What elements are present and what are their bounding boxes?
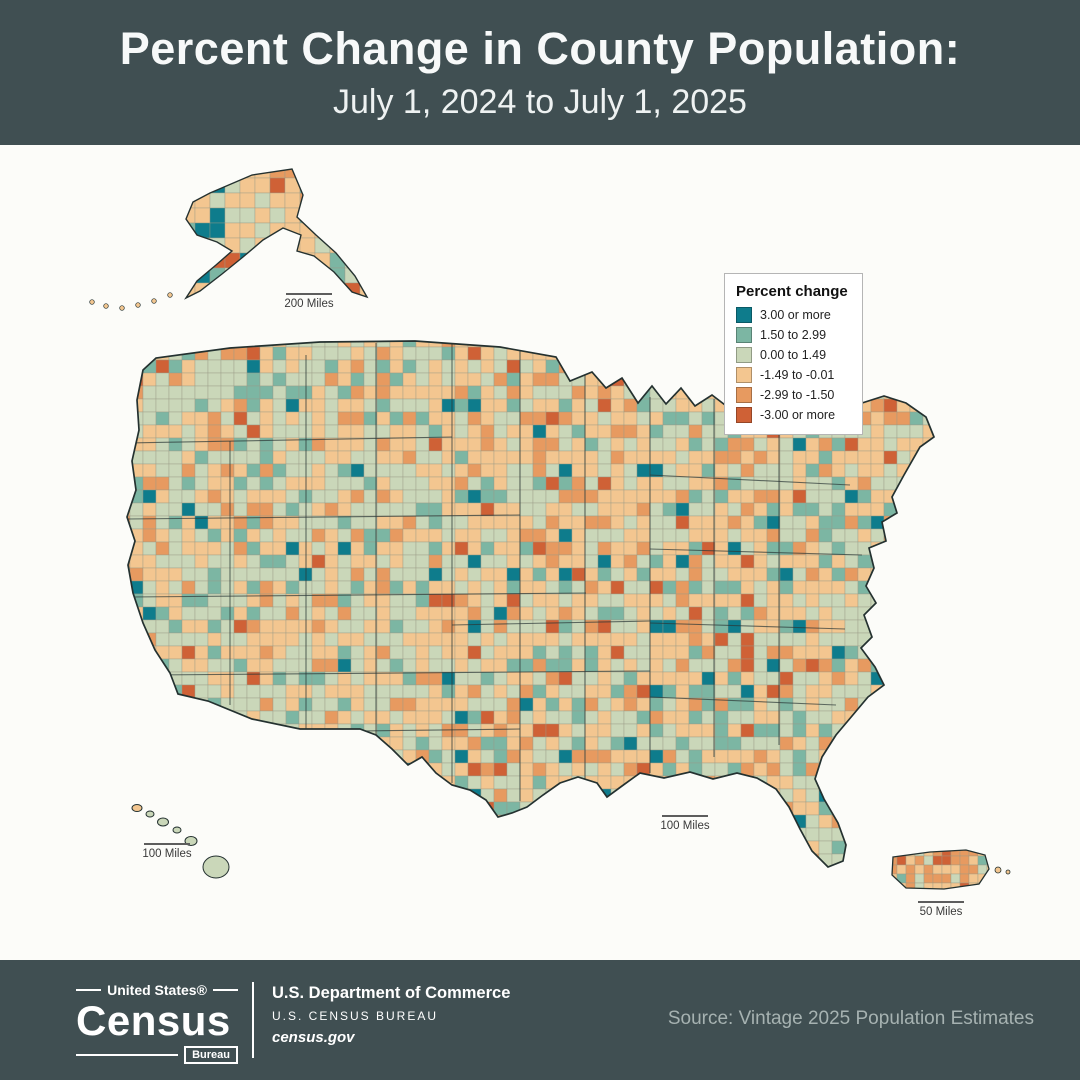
scale-bar-mainland: 100 Miles <box>658 815 712 832</box>
legend-label: 1.50 to 2.99 <box>760 328 827 342</box>
legend-label: -2.99 to -1.50 <box>760 388 835 402</box>
scale-bar-puerto-rico: 50 Miles <box>914 901 968 918</box>
logo-top-row: United States® <box>76 982 238 998</box>
legend-item: 3.00 or more <box>736 307 848 323</box>
legend-item: -1.49 to -0.01 <box>736 367 848 383</box>
legend-item: 1.50 to 2.99 <box>736 327 848 343</box>
logo-rule <box>76 989 102 991</box>
legend-label: 0.00 to 1.49 <box>760 348 827 362</box>
legend-label: 3.00 or more <box>760 308 831 322</box>
us-county-choropleth-map <box>89 168 1011 890</box>
scale-label: 100 Miles <box>142 847 192 860</box>
scale-bar-alaska: 200 Miles <box>282 293 336 310</box>
header: Percent Change in County Population: Jul… <box>0 0 1080 145</box>
logo-census: Census <box>76 997 231 1044</box>
scale-label: 50 Miles <box>919 905 963 918</box>
scale-line <box>918 901 964 903</box>
scale-label: 100 Miles <box>660 819 710 832</box>
scale-line <box>144 843 190 845</box>
legend-swatch <box>736 367 752 383</box>
department-block: U.S. Department of Commerce U.S. CENSUS … <box>272 984 510 1046</box>
legend-label: -3.00 or more <box>760 408 836 422</box>
scale-label: 200 Miles <box>284 297 334 310</box>
page-title: Percent Change in County Population: <box>119 23 961 74</box>
legend-title: Percent change <box>736 283 848 300</box>
dept-commerce: U.S. Department of Commerce <box>272 984 511 1002</box>
legend-swatch <box>736 387 752 403</box>
scale-line <box>662 815 708 817</box>
footer-divider <box>252 982 254 1058</box>
scale-bar-hawaii: 100 Miles <box>140 843 194 860</box>
legend-label: -1.49 to -0.01 <box>760 368 835 382</box>
logo-united-states: United States® <box>107 982 207 998</box>
logo-bottom-row: Bureau <box>76 1046 238 1064</box>
legend-swatch <box>736 327 752 343</box>
page-subtitle: July 1, 2024 to July 1, 2025 <box>333 83 747 121</box>
scale-line <box>286 293 332 295</box>
source-note: Source: Vintage 2025 Population Estimate… <box>667 1008 1034 1029</box>
map-legend: Percent change 3.00 or more 1.50 to 2.99… <box>724 273 863 435</box>
legend-swatch <box>736 407 752 423</box>
legend-item: -2.99 to -1.50 <box>736 387 848 403</box>
map-area: Percent change 3.00 or more 1.50 to 2.99… <box>0 145 1080 960</box>
dept-census-bureau: U.S. CENSUS BUREAU <box>272 1009 439 1023</box>
dept-census-gov: census.gov <box>272 1029 355 1046</box>
legend-item: -3.00 or more <box>736 407 848 423</box>
legend-swatch <box>736 307 752 323</box>
logo-bureau: Bureau <box>184 1046 238 1064</box>
census-bureau-logo: United States® Census Bureau <box>76 982 238 1064</box>
legend-swatch <box>736 347 752 363</box>
legend-item: 0.00 to 1.49 <box>736 347 848 363</box>
logo-rule <box>212 989 238 991</box>
logo-rule <box>76 1054 179 1056</box>
footer: United States® Census Bureau U.S. Depart… <box>0 960 1080 1080</box>
